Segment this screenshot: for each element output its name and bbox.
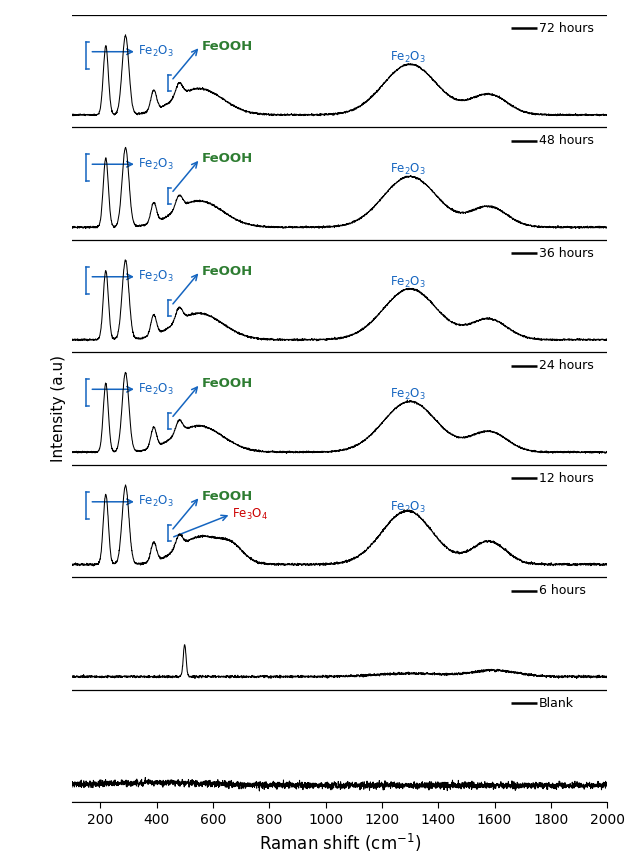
Text: Blank: Blank <box>539 697 574 710</box>
Text: $\rm Fe_2O_3$: $\rm Fe_2O_3$ <box>391 162 426 178</box>
Text: $\rm Fe_3O_4$: $\rm Fe_3O_4$ <box>232 506 268 522</box>
Text: 72 hours: 72 hours <box>539 21 594 34</box>
Text: $\rm Fe_2O_3$: $\rm Fe_2O_3$ <box>391 275 426 290</box>
Text: $\rm Fe_2O_3$: $\rm Fe_2O_3$ <box>391 500 426 515</box>
Text: $\rm Fe_2O_3$: $\rm Fe_2O_3$ <box>138 157 174 172</box>
Text: 12 hours: 12 hours <box>539 472 594 485</box>
Text: 6 hours: 6 hours <box>539 584 586 597</box>
Text: 36 hours: 36 hours <box>539 246 594 260</box>
Text: $\rm Fe_2O_3$: $\rm Fe_2O_3$ <box>391 50 426 65</box>
Text: FeOOH: FeOOH <box>202 152 252 165</box>
Text: $\rm Fe_2O_3$: $\rm Fe_2O_3$ <box>138 494 174 510</box>
X-axis label: Raman shift (cm$^{-1}$): Raman shift (cm$^{-1}$) <box>259 832 421 855</box>
Y-axis label: Intensity (a.u): Intensity (a.u) <box>51 355 66 462</box>
Text: FeOOH: FeOOH <box>202 490 252 503</box>
Text: FeOOH: FeOOH <box>202 39 252 52</box>
Text: $\rm Fe_2O_3$: $\rm Fe_2O_3$ <box>391 387 426 402</box>
Text: 24 hours: 24 hours <box>539 360 594 372</box>
Text: 48 hours: 48 hours <box>539 134 594 147</box>
Text: $\rm Fe_2O_3$: $\rm Fe_2O_3$ <box>138 269 174 284</box>
Text: $\rm Fe_2O_3$: $\rm Fe_2O_3$ <box>138 382 174 397</box>
Text: FeOOH: FeOOH <box>202 378 252 390</box>
Text: FeOOH: FeOOH <box>202 264 252 278</box>
Text: $\rm Fe_2O_3$: $\rm Fe_2O_3$ <box>138 44 174 59</box>
